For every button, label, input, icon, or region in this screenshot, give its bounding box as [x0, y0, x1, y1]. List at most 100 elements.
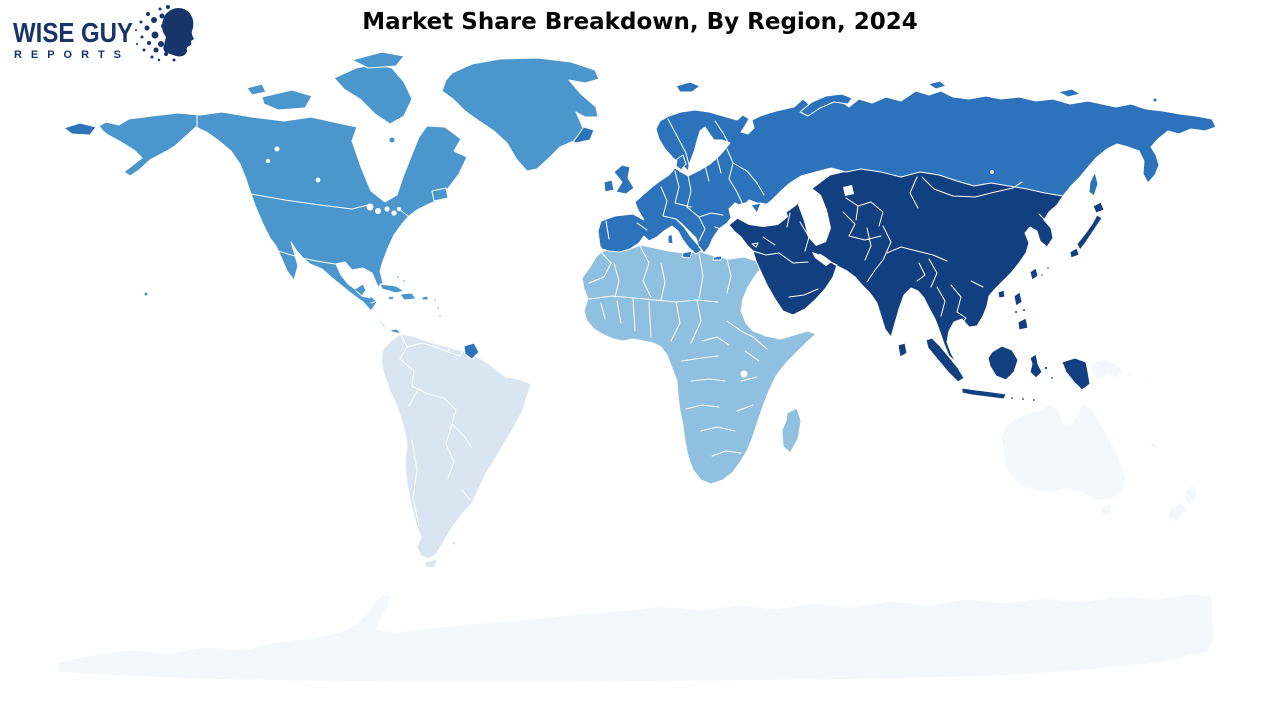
map-new-britain [1127, 371, 1133, 377]
map-visayas-1 [1014, 310, 1018, 314]
map-severnaya-zemlya [927, 80, 947, 90]
map-honshu [1076, 214, 1103, 251]
region-africa [581, 244, 817, 485]
logo-secondary-text: REPORTS [14, 49, 130, 61]
map-crete [712, 255, 723, 261]
map-tasmania [1099, 503, 1113, 517]
map-europe-russia-mainland [597, 90, 1217, 255]
map-solomon-1 [1144, 380, 1148, 384]
region-oceania-antarctica [57, 358, 1215, 683]
great-lake-3 [384, 206, 390, 212]
map-denmark [675, 154, 687, 171]
inland-seas [265, 146, 994, 378]
map-new-caledonia [1148, 441, 1159, 450]
map-antarctica [57, 593, 1215, 683]
map-svalbard [675, 81, 701, 93]
map-sri-lanka [897, 342, 908, 358]
map-moluccas-2 [1050, 376, 1054, 380]
map-borneo [987, 345, 1019, 381]
map-greenland [441, 57, 600, 172]
map-novaya-zemlya [799, 93, 853, 117]
region-south-america [380, 333, 532, 569]
map-victoria-island [261, 89, 313, 111]
map-bahamas-1 [396, 275, 400, 279]
map-bahamas-2 [402, 279, 406, 283]
map-ireland [603, 179, 615, 193]
region-asia-middle-east [728, 167, 1105, 402]
map-sakhalin [1088, 171, 1099, 197]
map-lesser-antilles-3 [438, 314, 442, 318]
map-wrangel-island [1152, 97, 1158, 103]
map-mindanao [1017, 317, 1029, 331]
map-chukotka-west-fragment [63, 122, 97, 136]
map-west-papua [1061, 357, 1091, 391]
map-newfoundland [431, 187, 449, 202]
logo-head-icon [135, 5, 194, 62]
logo-primary-text: WISE GUY [13, 17, 133, 48]
map-cyprus [751, 242, 759, 248]
great-lake-1 [366, 203, 374, 211]
great-lake-4 [391, 210, 397, 216]
lake-great-bear [274, 146, 280, 152]
map-south-america [380, 333, 532, 560]
map-crimea [750, 202, 762, 214]
map-lesser-antilles-2 [436, 306, 440, 310]
map-north-america-mainland [98, 111, 468, 335]
black-sea [730, 202, 788, 227]
map-lesser-sunda-3 [1032, 398, 1036, 402]
aral-sea [843, 185, 854, 196]
map-australia [1000, 402, 1127, 501]
region-north-america [98, 51, 600, 335]
map-falkland-islands [451, 540, 457, 546]
map-puerto-rico [421, 295, 429, 301]
map-lesser-sunda-1 [1010, 396, 1014, 400]
lake-baikal [990, 170, 994, 174]
map-sicily [681, 250, 693, 259]
map-hokkaido [1092, 201, 1105, 214]
map-taiwan [1029, 267, 1039, 281]
map-kyushu [1069, 247, 1080, 259]
map-sumatra [925, 337, 965, 383]
region-europe-russia [63, 80, 1217, 360]
lake-victoria [740, 370, 748, 378]
map-new-siberian-islands [1057, 88, 1081, 98]
map-sulawesi [1029, 353, 1043, 379]
page-title: Market Share Breakdown, By Region, 2024 [362, 9, 918, 35]
country-borders [196, 115, 1048, 527]
map-moluccas-1 [1043, 365, 1049, 371]
map-hispaniola [399, 292, 417, 301]
map-corsica-sardinia [667, 233, 674, 245]
map-french-guiana [463, 342, 480, 360]
map-great-britain [613, 164, 635, 195]
caspian-sea [798, 188, 831, 246]
lake-great-slave [265, 158, 271, 164]
map-papua-new-guinea [1090, 358, 1125, 381]
map-luzon [1013, 291, 1023, 307]
map-visayas-2 [1022, 308, 1026, 312]
map-hainan [997, 289, 1006, 299]
map-southampton-island [388, 136, 396, 144]
crimea-overlay [750, 202, 762, 214]
map-baffin-island [333, 63, 413, 125]
persian-gulf [812, 252, 832, 266]
map-solomon-2 [1150, 386, 1154, 390]
map-hawaii [143, 291, 149, 297]
map-java [961, 387, 1007, 400]
map-lesser-antilles-1 [433, 298, 437, 302]
map-cuba [379, 283, 405, 294]
map-banks-island [246, 83, 267, 96]
map-ellesmere-island [351, 51, 405, 69]
map-okinawa-2 [1040, 273, 1044, 277]
map-jamaica [387, 295, 395, 301]
map-tierra-del-fuego [424, 558, 439, 569]
map-asia-mainland [728, 167, 1064, 363]
great-lake-2 [375, 208, 381, 214]
wise-guy-reports-logo: WISE GUY REPORTS [8, 2, 198, 66]
map-africa [581, 244, 817, 485]
map-new-zealand-south [1167, 501, 1188, 523]
logo-graphic: WISE GUY REPORTS [13, 5, 194, 62]
map-new-zealand-north [1184, 484, 1199, 506]
lake-winnipeg [315, 177, 321, 183]
